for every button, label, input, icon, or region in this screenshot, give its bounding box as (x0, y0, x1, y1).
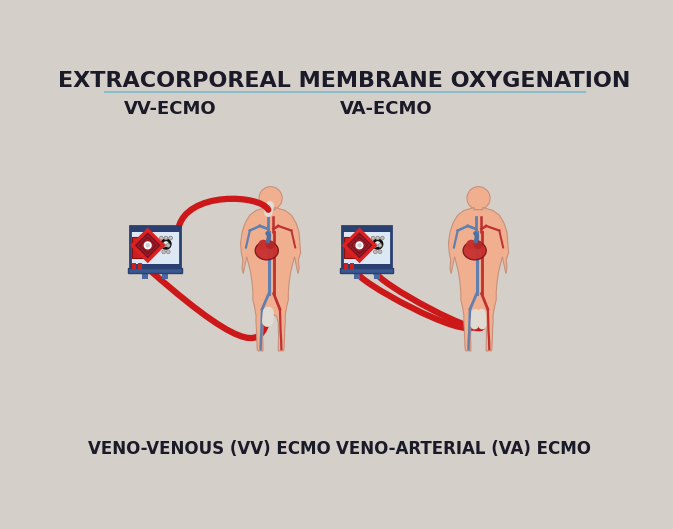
Circle shape (371, 236, 375, 240)
Circle shape (259, 240, 268, 249)
Text: VENO-VENOUS (VV) ECMO: VENO-VENOUS (VV) ECMO (87, 440, 330, 458)
Polygon shape (259, 187, 282, 210)
Bar (342, 226, 392, 232)
Bar (132, 262, 136, 270)
Polygon shape (240, 207, 301, 351)
Bar (349, 262, 353, 270)
Circle shape (376, 236, 380, 240)
Bar (142, 272, 149, 279)
FancyBboxPatch shape (342, 226, 392, 269)
Text: VENO-ARTERIAL (VA) ECMO: VENO-ARTERIAL (VA) ECMO (336, 440, 591, 458)
Circle shape (166, 243, 170, 247)
Circle shape (144, 242, 151, 249)
Circle shape (267, 241, 274, 249)
Circle shape (358, 244, 361, 247)
Circle shape (162, 240, 170, 249)
Circle shape (378, 243, 382, 247)
Polygon shape (448, 207, 509, 351)
Polygon shape (463, 241, 486, 260)
Circle shape (146, 244, 149, 247)
Circle shape (160, 236, 163, 240)
Circle shape (169, 236, 172, 240)
Circle shape (467, 240, 476, 249)
Bar (354, 272, 360, 279)
FancyBboxPatch shape (131, 226, 180, 269)
Text: VA-ECMO: VA-ECMO (340, 100, 433, 118)
Polygon shape (255, 241, 279, 260)
Circle shape (162, 250, 166, 254)
Circle shape (166, 250, 170, 254)
Polygon shape (133, 230, 163, 261)
Bar (342, 264, 392, 269)
Circle shape (164, 236, 168, 240)
Circle shape (378, 250, 382, 254)
Circle shape (374, 243, 378, 247)
Circle shape (474, 241, 482, 249)
Polygon shape (467, 187, 490, 210)
Circle shape (162, 243, 166, 247)
Polygon shape (344, 230, 375, 261)
Circle shape (374, 240, 382, 249)
Text: EXTRACORPOREAL MEMBRANE OXYGENATION: EXTRACORPOREAL MEMBRANE OXYGENATION (59, 71, 631, 91)
Circle shape (356, 242, 363, 249)
Bar (131, 226, 180, 232)
Bar (131, 264, 180, 269)
Circle shape (374, 250, 378, 254)
Bar (162, 272, 168, 279)
Bar (129, 268, 182, 272)
Bar (374, 272, 380, 279)
Bar (344, 262, 348, 270)
Text: VV-ECMO: VV-ECMO (125, 100, 217, 118)
Bar (132, 237, 146, 258)
Bar (341, 268, 394, 272)
Bar (344, 237, 357, 258)
Bar (138, 262, 142, 270)
Circle shape (380, 236, 384, 240)
